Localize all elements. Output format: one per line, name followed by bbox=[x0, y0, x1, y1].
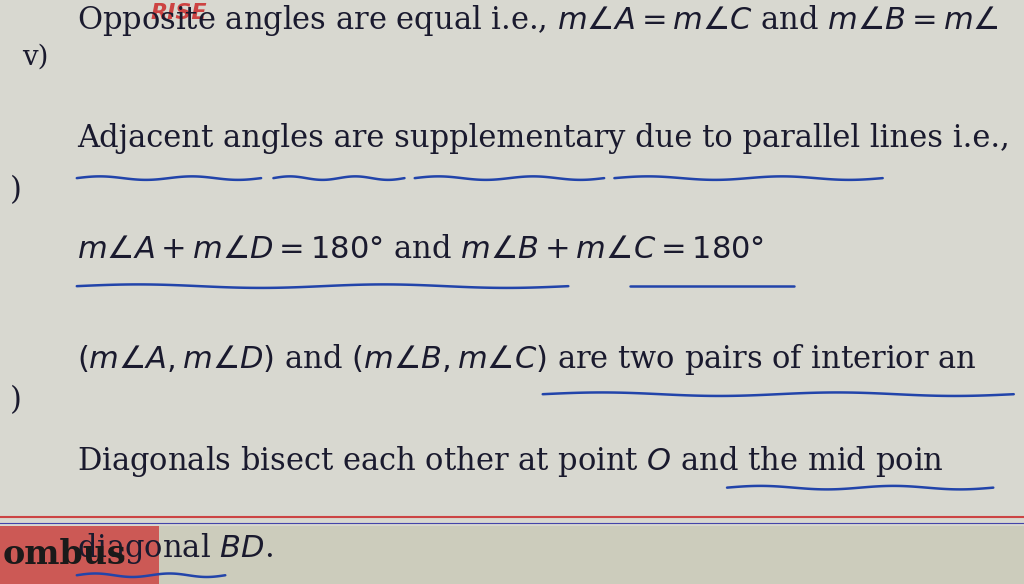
Text: Diagonals bisect each other at point $O$ and the mid poin: Diagonals bisect each other at point $O$… bbox=[77, 444, 943, 479]
Text: ): ) bbox=[10, 175, 23, 206]
Text: v): v) bbox=[23, 44, 49, 71]
Text: Adjacent angles are supplementary due to parallel lines i.e.,: Adjacent angles are supplementary due to… bbox=[77, 123, 1010, 154]
Bar bbox=[0, 526, 1024, 584]
Text: $m\angle A + m\angle D = 180°$ and $m\angle B + m\angle C = 180°$: $m\angle A + m\angle D = 180°$ and $m\an… bbox=[77, 234, 764, 265]
Text: RISE: RISE bbox=[151, 3, 208, 23]
Text: ): ) bbox=[10, 385, 23, 416]
FancyBboxPatch shape bbox=[0, 526, 159, 584]
Text: $(m\angle A, m\angle D)$ and $(m\angle B, m\angle C)$ are two pairs of interior : $(m\angle A, m\angle D)$ and $(m\angle B… bbox=[77, 342, 976, 377]
Text: diagonal $BD$.: diagonal $BD$. bbox=[77, 531, 272, 566]
Text: Opposite angles are equal i.e., $m\angle A = m\angle C$ and $m\angle B = m\angle: Opposite angles are equal i.e., $m\angle… bbox=[77, 3, 998, 38]
Text: ombus: ombus bbox=[3, 538, 127, 571]
